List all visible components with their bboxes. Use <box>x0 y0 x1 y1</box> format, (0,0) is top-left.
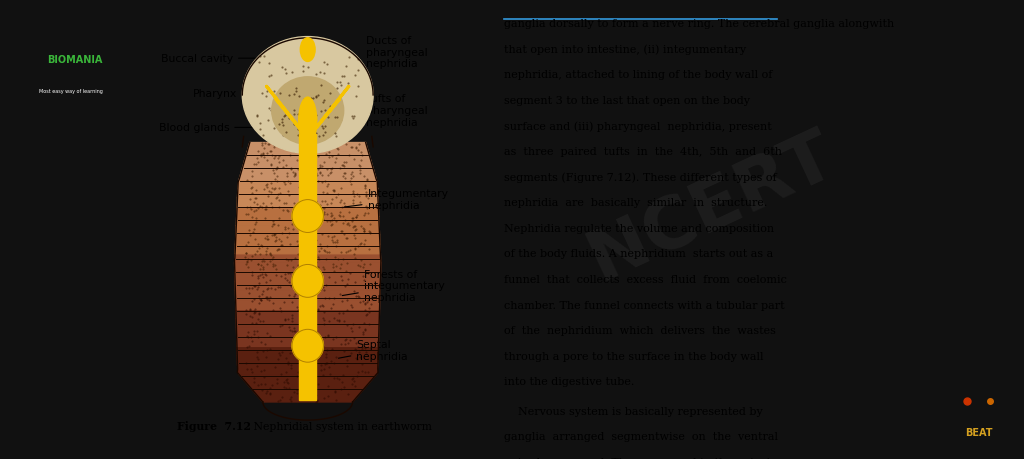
Text: Most easy way of learning: Most easy way of learning <box>39 90 102 94</box>
Text: nephridia  are  basically  similar  in  structure.: nephridia are basically similar in struc… <box>504 198 767 208</box>
Text: Integumentary
nephridia: Integumentary nephridia <box>344 189 449 210</box>
Text: ganglia dorsally to form a nerve ring. The cerebral ganglia alongwith: ganglia dorsally to form a nerve ring. T… <box>504 19 894 29</box>
Text: funnel  that  collects  excess  fluid  from  coelomic: funnel that collects excess fluid from c… <box>504 274 786 285</box>
Polygon shape <box>247 143 369 152</box>
Polygon shape <box>237 217 379 226</box>
Polygon shape <box>236 282 380 291</box>
Text: Ducts of
pharyngeal
nephridia: Ducts of pharyngeal nephridia <box>346 36 427 69</box>
Polygon shape <box>234 263 381 273</box>
Polygon shape <box>234 273 381 282</box>
Text: nephridia, attached to lining of the body wall of: nephridia, attached to lining of the bod… <box>504 70 772 80</box>
Text: segments (Figure 7.12). These different types of: segments (Figure 7.12). These different … <box>504 172 776 183</box>
Text: Forests of
integumentary
nephridia: Forests of integumentary nephridia <box>342 269 444 302</box>
Polygon shape <box>238 356 378 365</box>
Text: that open into intestine, (ii) integumentary: that open into intestine, (ii) integumen… <box>504 45 745 55</box>
Text: Nephridial system in earthworm: Nephridial system in earthworm <box>250 421 432 431</box>
Polygon shape <box>242 162 374 171</box>
Ellipse shape <box>292 200 324 233</box>
Text: Nephridia regulate the volume and composition: Nephridia regulate the volume and compos… <box>504 224 774 233</box>
Polygon shape <box>239 375 377 384</box>
Text: BEAT: BEAT <box>965 427 992 437</box>
Text: of  the  nephridium  which  delivers  the  wastes: of the nephridium which delivers the was… <box>504 325 775 336</box>
Text: surface and (iii) pharyngeal  nephridia, present: surface and (iii) pharyngeal nephridia, … <box>504 121 771 132</box>
Polygon shape <box>237 319 379 328</box>
Text: ganglia  arranged  segmentwise  on  the  ventral: ganglia arranged segmentwise on the vent… <box>504 431 778 441</box>
Text: Septal
nephridia: Septal nephridia <box>339 340 408 361</box>
Text: Blood glands: Blood glands <box>159 123 269 133</box>
Polygon shape <box>236 235 380 245</box>
Text: Nervous system is basically represented by: Nervous system is basically represented … <box>504 406 763 416</box>
Polygon shape <box>238 199 378 208</box>
Text: segment 3 to the last that open on the body: segment 3 to the last that open on the b… <box>504 95 750 106</box>
Ellipse shape <box>292 330 324 363</box>
Polygon shape <box>245 152 371 162</box>
Text: BIOMANIA: BIOMANIA <box>47 55 102 65</box>
Polygon shape <box>236 245 380 254</box>
Text: Figure  7.12: Figure 7.12 <box>177 420 251 431</box>
Ellipse shape <box>271 78 344 145</box>
Text: chamber. The funnel connects with a tubular part: chamber. The funnel connects with a tubu… <box>504 300 784 310</box>
Polygon shape <box>237 347 379 356</box>
Polygon shape <box>239 171 377 180</box>
Text: of the body fluids. A nephridium  starts out as a: of the body fluids. A nephridium starts … <box>504 249 773 259</box>
Ellipse shape <box>243 38 373 154</box>
Polygon shape <box>234 254 381 263</box>
Ellipse shape <box>300 39 315 62</box>
Polygon shape <box>237 328 379 337</box>
Polygon shape <box>299 134 316 400</box>
Text: Buccal cavity: Buccal cavity <box>161 54 273 64</box>
Polygon shape <box>247 384 369 393</box>
Polygon shape <box>237 208 379 217</box>
Text: as  three  paired  tufts  in  the  4th,  5th  and  6th: as three paired tufts in the 4th, 5th an… <box>504 147 781 157</box>
Polygon shape <box>238 180 378 190</box>
Polygon shape <box>236 291 380 300</box>
Polygon shape <box>238 190 378 199</box>
Text: Pharynx: Pharynx <box>193 89 274 100</box>
Text: Tufts of
pharyngeal
nephridia: Tufts of pharyngeal nephridia <box>342 94 427 128</box>
Text: into the digestive tube.: into the digestive tube. <box>504 377 634 386</box>
Text: NCERT: NCERT <box>578 121 846 294</box>
Polygon shape <box>236 300 380 310</box>
Polygon shape <box>236 226 380 235</box>
Text: paired nerve cord. The nerve cord in the anterior: paired nerve cord. The nerve cord in the… <box>504 457 782 459</box>
Polygon shape <box>238 365 378 375</box>
Ellipse shape <box>299 98 316 146</box>
Polygon shape <box>237 337 379 347</box>
Polygon shape <box>255 393 360 402</box>
Ellipse shape <box>292 265 324 298</box>
Text: through a pore to the surface in the body wall: through a pore to the surface in the bod… <box>504 351 763 361</box>
Polygon shape <box>236 310 380 319</box>
